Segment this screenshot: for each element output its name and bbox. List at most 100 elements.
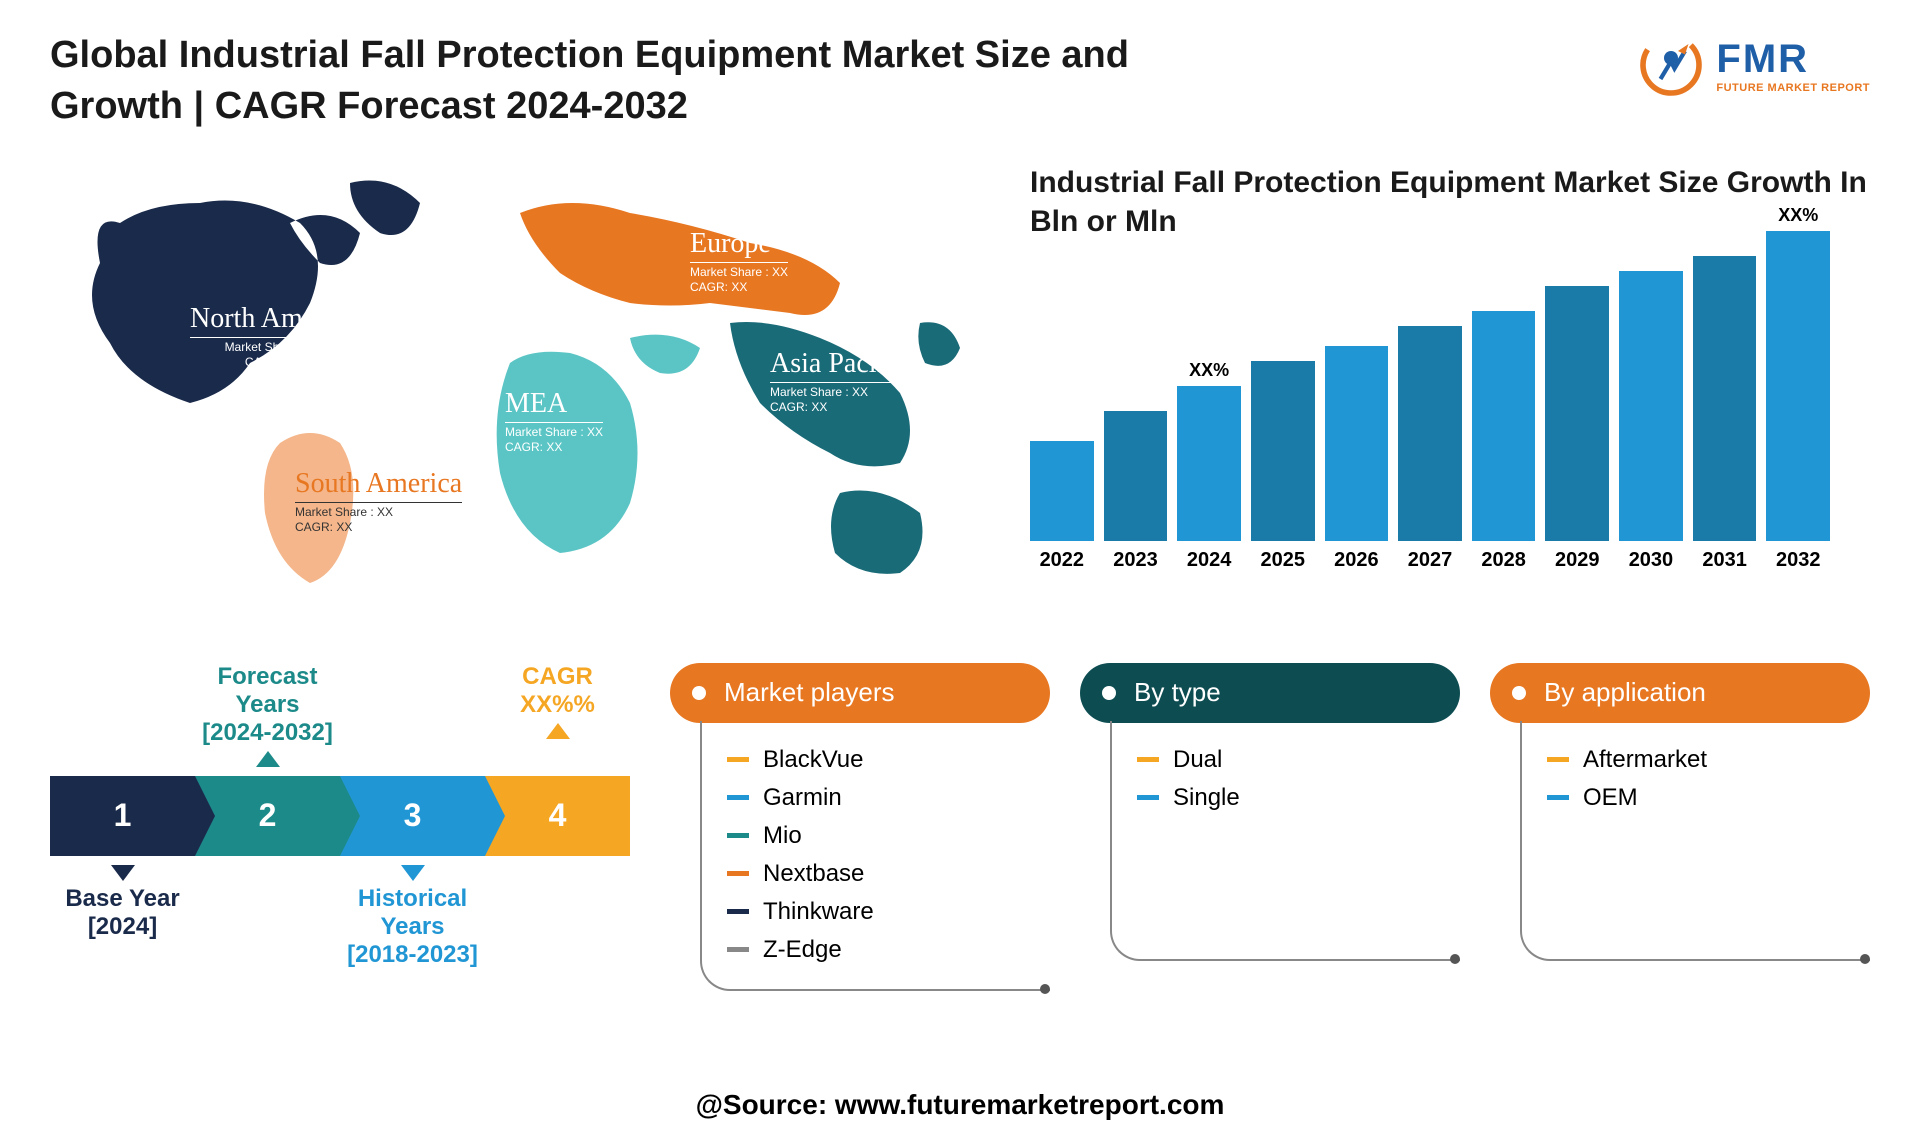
timeline-segment-2: 2: [195, 776, 340, 856]
region-na-share: Market Share : XX: [190, 340, 357, 356]
list-item: Dual: [1137, 746, 1440, 774]
category-list: Aftermarket OEM: [1520, 721, 1870, 961]
x-axis-label: 2022: [1030, 549, 1094, 572]
tl-forecast-title: Forecast Years: [217, 663, 317, 718]
list-item-label: Nextbase: [763, 860, 864, 888]
x-axis-label: 2026: [1325, 549, 1389, 572]
category-by-application: By application Aftermarket OEM: [1490, 663, 1870, 991]
list-item-label: BlackVue: [763, 746, 864, 774]
region-eu-share: Market Share : XX: [690, 265, 788, 281]
arrow-down-icon: [111, 865, 135, 881]
logo-icon: [1636, 30, 1706, 100]
x-axis-label: 2030: [1619, 549, 1683, 572]
bar-2031: [1693, 256, 1757, 541]
arrow-up-icon: [546, 723, 570, 739]
list-item: OEM: [1547, 784, 1850, 812]
list-item-label: Dual: [1173, 746, 1222, 774]
bullet-icon: [1137, 795, 1159, 800]
list-item: Z-Edge: [727, 936, 1030, 964]
bar-2029: [1545, 286, 1609, 541]
pill-dot-icon: [1102, 686, 1116, 700]
source-text: @Source: www.futuremarketreport.com: [696, 1089, 1225, 1121]
region-mea-cagr: CAGR: XX: [505, 440, 603, 456]
list-item-label: Single: [1173, 784, 1240, 812]
category-list: Dual Single: [1110, 721, 1460, 961]
list-item-label: Mio: [763, 822, 802, 850]
list-item: Nextbase: [727, 860, 1030, 888]
bar-2030: [1619, 271, 1683, 541]
x-axis-label: 2029: [1545, 549, 1609, 572]
bullet-icon: [727, 909, 749, 914]
tl-base-title: Base Year: [65, 885, 179, 912]
category-label: Market players: [724, 677, 895, 708]
list-item: Garmin: [727, 784, 1030, 812]
x-axis-label: 2027: [1398, 549, 1462, 572]
world-map: North America Market Share : XX CAGR: XX…: [50, 163, 1000, 603]
pill-dot-icon: [1512, 686, 1526, 700]
category-market-players: Market players BlackVue Garmin Mio Nextbase T…: [670, 663, 1050, 991]
region-na-cagr: CAGR: XX: [190, 355, 357, 371]
bullet-icon: [727, 795, 749, 800]
bar-2026: [1325, 346, 1389, 541]
list-item: BlackVue: [727, 746, 1030, 774]
timeline: Forecast Years [2024-2032] CAGR XX%% 123…: [50, 663, 630, 991]
region-ap-share: Market Share : XX: [770, 385, 906, 401]
bar-chart-zone: Industrial Fall Protection Equipment Mar…: [1030, 163, 1870, 603]
timeline-segment-4: 4: [485, 776, 630, 856]
logo-text-main: FMR: [1716, 37, 1870, 82]
bar-value-label: XX%: [1189, 360, 1229, 381]
x-axis-label: 2024: [1177, 549, 1241, 572]
fmr-logo: FMR FUTURE MARKET REPORT: [1636, 30, 1870, 100]
logo-text-sub: FUTURE MARKET REPORT: [1716, 82, 1870, 94]
region-eu-cagr: CAGR: XX: [690, 280, 788, 296]
bar-2023: [1104, 411, 1168, 541]
list-item: Aftermarket: [1547, 746, 1850, 774]
bar-2024: XX%: [1177, 386, 1241, 541]
bar-value-label: XX%: [1778, 205, 1818, 226]
region-ap-name: Asia Pacific: [770, 348, 906, 380]
x-axis-label: 2031: [1693, 549, 1757, 572]
timeline-segment-3: 3: [340, 776, 485, 856]
bar-2032: XX%: [1766, 231, 1830, 541]
category-label: By application: [1544, 677, 1706, 708]
bullet-icon: [1547, 757, 1569, 762]
region-sa-name: South America: [295, 468, 462, 500]
bullet-icon: [727, 947, 749, 952]
pill-dot-icon: [692, 686, 706, 700]
tl-hist-title: Historical Years: [358, 885, 467, 940]
x-axis-label: 2028: [1472, 549, 1536, 572]
bar-2022: [1030, 441, 1094, 541]
bullet-icon: [727, 871, 749, 876]
x-axis-label: 2023: [1104, 549, 1168, 572]
region-na-name: North America: [190, 303, 357, 335]
tl-base-sub: [2024]: [50, 913, 195, 941]
region-ap-cagr: CAGR: XX: [770, 400, 906, 416]
bar-2027: [1398, 326, 1462, 541]
tl-forecast-sub: [2024-2032]: [195, 719, 340, 747]
page-title: Global Industrial Fall Protection Equipm…: [50, 30, 1150, 133]
arrow-up-icon: [256, 751, 280, 767]
list-item-label: OEM: [1583, 784, 1638, 812]
category-pill: By type: [1080, 663, 1460, 723]
category-label: By type: [1134, 677, 1221, 708]
list-item: Thinkware: [727, 898, 1030, 926]
bullet-icon: [727, 757, 749, 762]
list-item-label: Z-Edge: [763, 936, 842, 964]
region-sa-cagr: CAGR: XX: [295, 520, 462, 536]
chart-title: Industrial Fall Protection Equipment Mar…: [1030, 163, 1870, 241]
tl-hist-sub: [2018-2023]: [340, 941, 485, 969]
tl-cagr-sub: XX%%: [485, 691, 630, 719]
region-mea-name: MEA: [505, 388, 603, 420]
category-pill: By application: [1490, 663, 1870, 723]
bar-2028: [1472, 311, 1536, 541]
region-eu-name: Europe: [690, 228, 788, 260]
list-item-label: Garmin: [763, 784, 842, 812]
category-pill: Market players: [670, 663, 1050, 723]
list-item: Single: [1137, 784, 1440, 812]
bullet-icon: [1547, 795, 1569, 800]
region-mea-share: Market Share : XX: [505, 425, 603, 441]
timeline-segment-1: 1: [50, 776, 195, 856]
x-axis-label: 2032: [1766, 549, 1830, 572]
arrow-down-icon: [401, 865, 425, 881]
list-item-label: Thinkware: [763, 898, 874, 926]
